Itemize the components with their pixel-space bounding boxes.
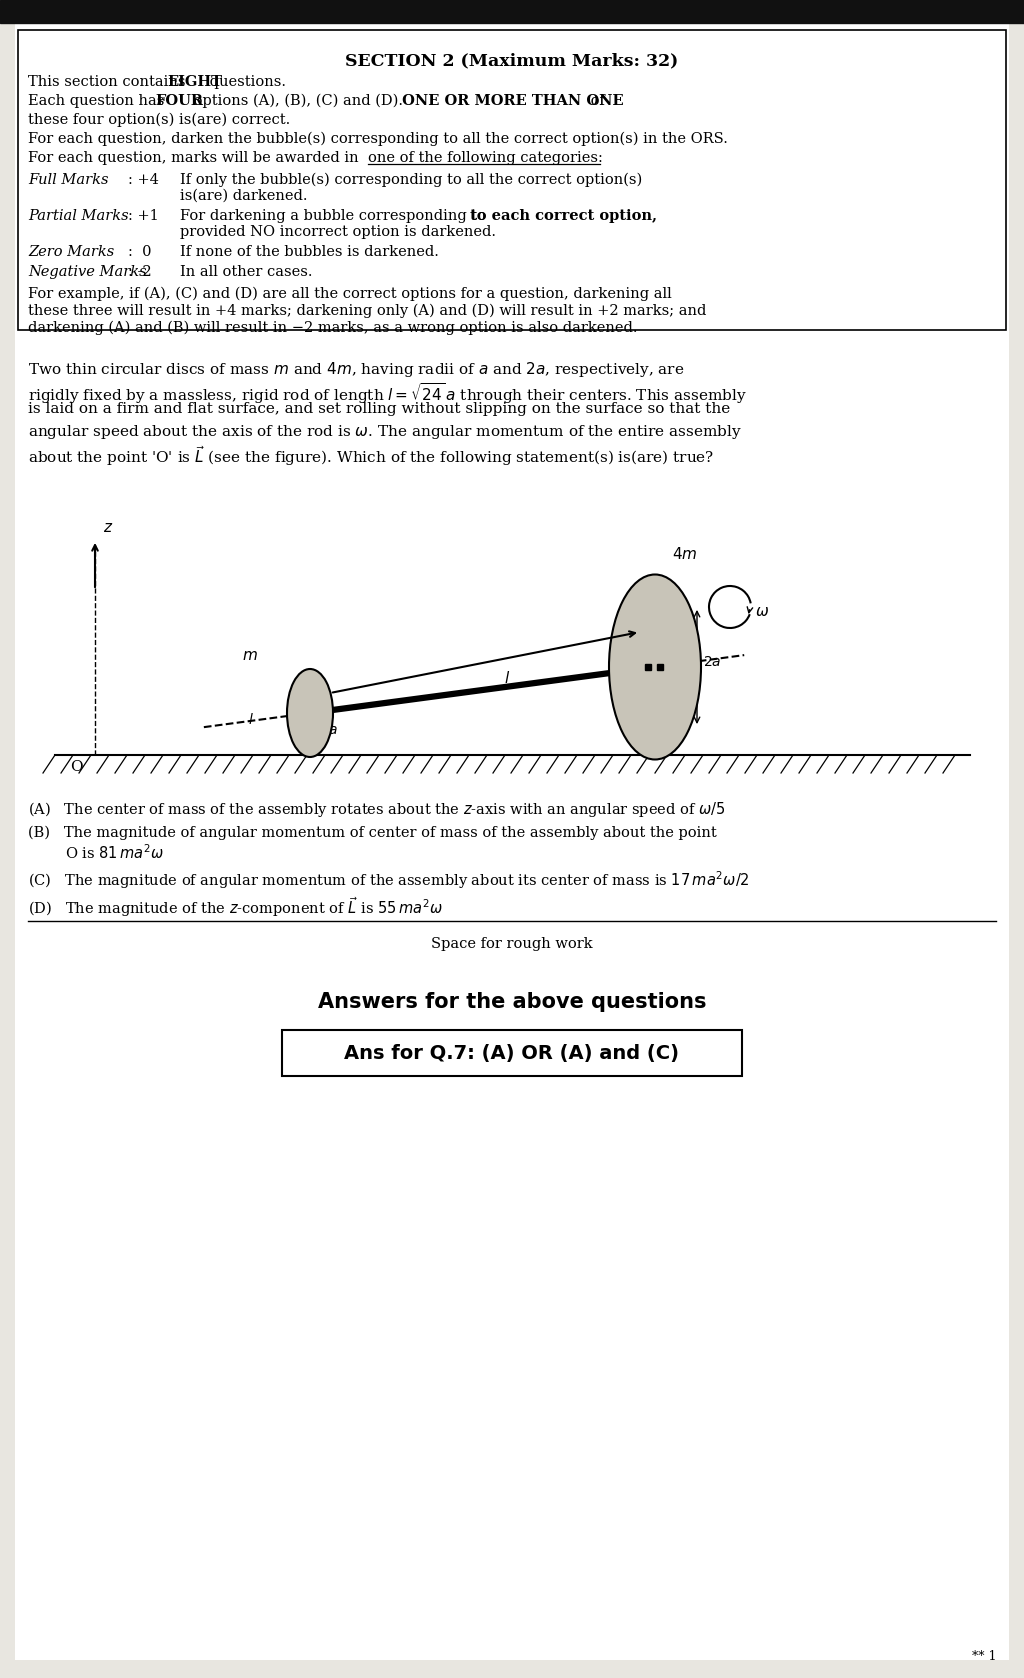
- Text: Negative Marks: Negative Marks: [28, 265, 146, 279]
- Text: (D)   The magnitude of the $z$-component of $\vec{L}$ is $55\,ma^2\omega$: (D) The magnitude of the $z$-component o…: [28, 894, 442, 920]
- Text: O: O: [71, 760, 83, 774]
- Text: ONE OR MORE THAN ONE: ONE OR MORE THAN ONE: [397, 94, 624, 107]
- Text: one of the following categories:: one of the following categories:: [368, 151, 603, 164]
- Text: provided NO incorrect option is darkened.: provided NO incorrect option is darkened…: [180, 225, 496, 238]
- Text: Space for rough work: Space for rough work: [431, 936, 593, 951]
- Text: $z$: $z$: [103, 520, 114, 535]
- Text: Full Marks: Full Marks: [28, 173, 109, 186]
- Text: about the point 'O' is $\vec{L}$ (see the figure). Which of the following statem: about the point 'O' is $\vec{L}$ (see th…: [28, 445, 715, 468]
- Text: Partial Marks: Partial Marks: [28, 210, 129, 223]
- Text: options (A), (B), (C) and (D).: options (A), (B), (C) and (D).: [189, 94, 403, 109]
- Text: these four option(s) is(are) correct.: these four option(s) is(are) correct.: [28, 112, 290, 128]
- Text: angular speed about the axis of the rod is $\omega$. The angular momentum of the: angular speed about the axis of the rod …: [28, 423, 742, 441]
- Text: Ans for Q.7: (A) OR (A) and (C): Ans for Q.7: (A) OR (A) and (C): [344, 1044, 680, 1062]
- Text: $m$: $m$: [242, 649, 258, 663]
- Text: $l$: $l$: [248, 711, 253, 727]
- Bar: [0, 0, 1024, 23]
- Text: is laid on a firm and flat surface, and set rolling without slipping on the surf: is laid on a firm and flat surface, and …: [28, 403, 730, 416]
- Text: these three will result in +4 marks; darkening only (A) and (D) will result in +: these three will result in +4 marks; dar…: [28, 304, 707, 319]
- Text: This section contains: This section contains: [28, 76, 190, 89]
- Text: SECTION 2 (Maximum Marks: 32): SECTION 2 (Maximum Marks: 32): [345, 52, 679, 69]
- Text: ** 1: ** 1: [972, 1649, 996, 1663]
- Text: $l$: $l$: [504, 670, 510, 686]
- Text: darkening (A) and (B) will result in −2 marks, as a wrong option is also darkene: darkening (A) and (B) will result in −2 …: [28, 320, 638, 336]
- Text: rigidly fixed by a massless, rigid rod of length $l=\sqrt{24}\,a$ through their : rigidly fixed by a massless, rigid rod o…: [28, 381, 746, 406]
- Text: $2a$: $2a$: [703, 654, 722, 670]
- Text: (C)   The magnitude of angular momentum of the assembly about its center of mass: (C) The magnitude of angular momentum of…: [28, 869, 750, 891]
- Bar: [282, 1030, 742, 1076]
- Text: FOUR: FOUR: [155, 94, 203, 107]
- Text: If only the bubble(s) corresponding to all the correct option(s): If only the bubble(s) corresponding to a…: [180, 173, 642, 188]
- Text: (A)   The center of mass of the assembly rotates about the $z$-axis with an angu: (A) The center of mass of the assembly r…: [28, 800, 726, 819]
- Text: of: of: [586, 94, 605, 107]
- Text: Two thin circular discs of mass $m$ and $4m$, having radii of $a$ and $2a$, resp: Two thin circular discs of mass $m$ and …: [28, 361, 684, 379]
- Text: EIGHT: EIGHT: [167, 76, 222, 89]
- Ellipse shape: [287, 670, 333, 757]
- Text: : +4: : +4: [128, 173, 159, 186]
- Text: $\omega$: $\omega$: [755, 606, 769, 619]
- Text: Each question has: Each question has: [28, 94, 169, 107]
- Text: Answers for the above questions: Answers for the above questions: [317, 992, 707, 1012]
- Text: For each question, darken the bubble(s) corresponding to all the correct option(: For each question, darken the bubble(s) …: [28, 133, 728, 146]
- Text: For each question, marks will be awarded in: For each question, marks will be awarded…: [28, 151, 364, 164]
- Text: If none of the bubbles is darkened.: If none of the bubbles is darkened.: [180, 245, 439, 258]
- Text: to each correct option,: to each correct option,: [470, 210, 657, 223]
- Text: For darkening a bubble corresponding to: For darkening a bubble corresponding to: [180, 210, 490, 223]
- Text: $4m$: $4m$: [672, 545, 697, 562]
- Text: In all other cases.: In all other cases.: [180, 265, 312, 279]
- Text: Zero Marks: Zero Marks: [28, 245, 115, 258]
- Ellipse shape: [609, 574, 701, 760]
- Text: : +1: : +1: [128, 210, 159, 223]
- Bar: [18, 30, 1006, 331]
- Text: is(are) darkened.: is(are) darkened.: [180, 190, 307, 203]
- Text: For example, if (A), (C) and (D) are all the correct options for a question, dar: For example, if (A), (C) and (D) are all…: [28, 287, 672, 302]
- Text: questions.: questions.: [205, 76, 286, 89]
- Text: $a$: $a$: [328, 723, 338, 737]
- Text: :  0: : 0: [128, 245, 152, 258]
- Text: : -2: : -2: [128, 265, 152, 279]
- Text: O is $81\,ma^2\omega$: O is $81\,ma^2\omega$: [65, 842, 164, 862]
- Text: (B)   The magnitude of angular momentum of center of mass of the assembly about : (B) The magnitude of angular momentum of…: [28, 826, 717, 841]
